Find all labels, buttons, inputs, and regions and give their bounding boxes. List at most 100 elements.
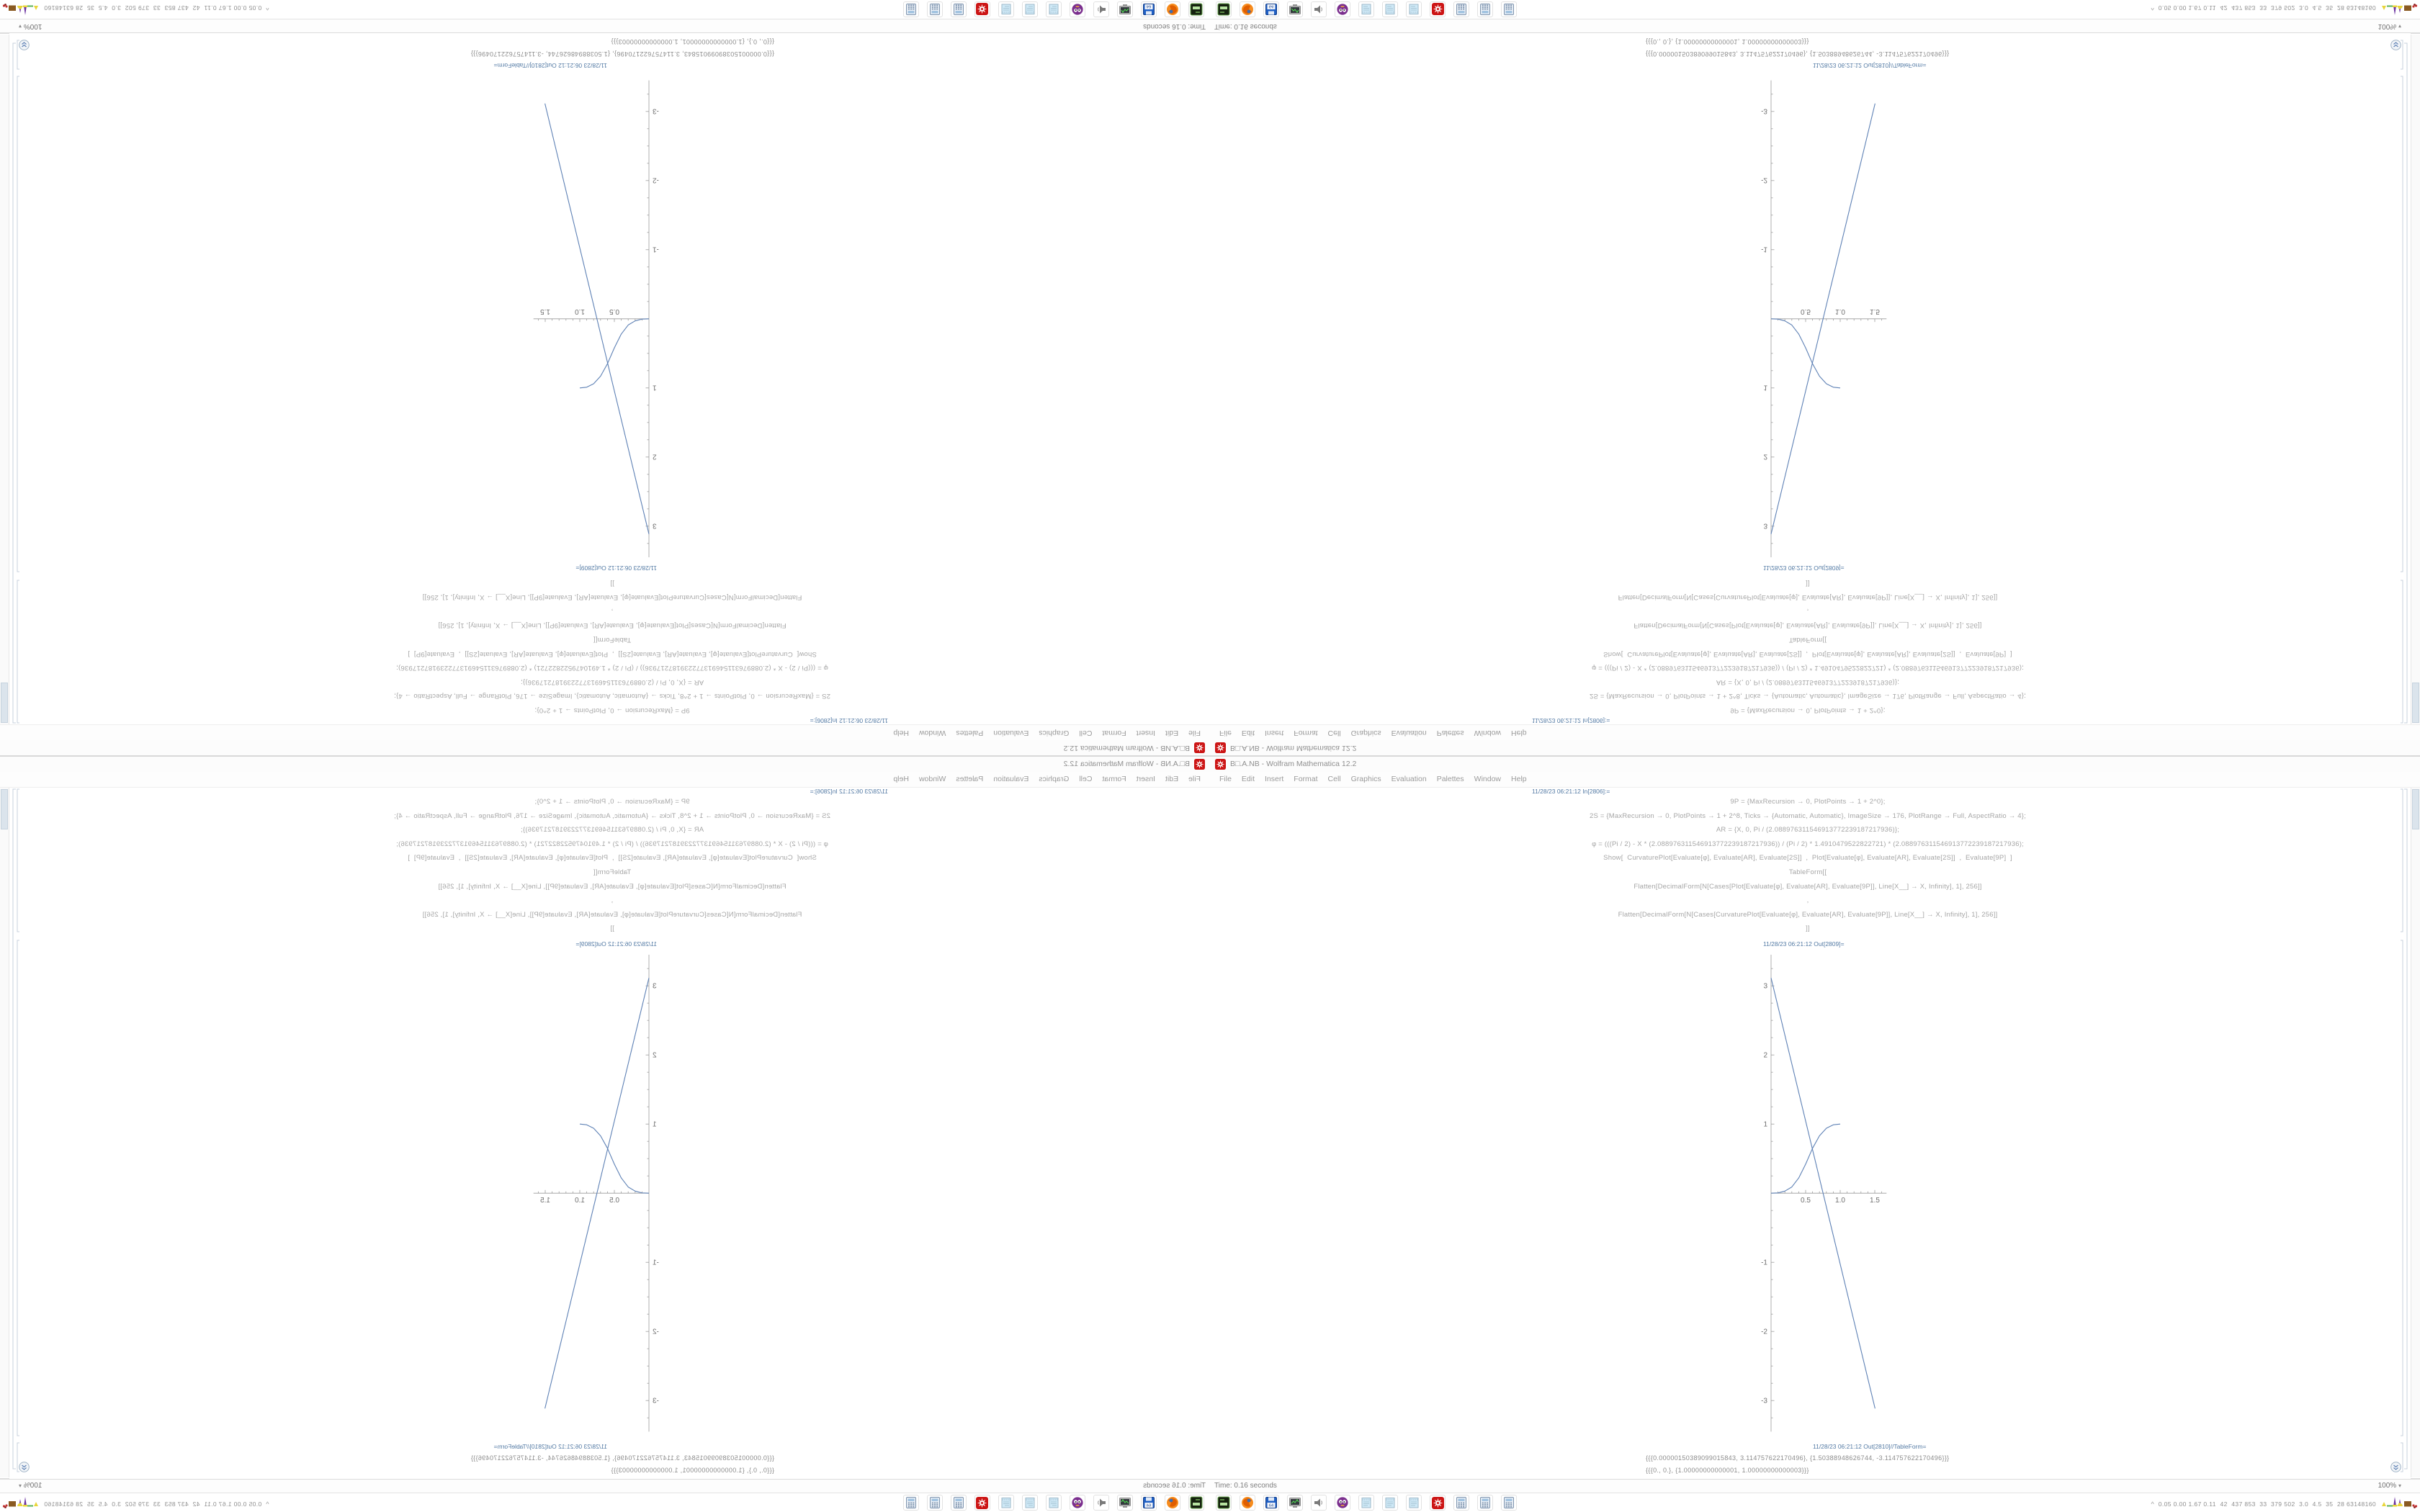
taskbar-notepad-icon-8[interactable] <box>998 1 1014 17</box>
code-line[interactable]: ]] <box>1806 579 1810 588</box>
menu-item-format[interactable]: Format <box>1294 775 1318 783</box>
taskbar-purple-monster-icon-5[interactable] <box>1335 1 1350 17</box>
code-line[interactable]: 2S = {MaxRecursion → 0, PlotPoints → 1 +… <box>394 692 831 701</box>
window-title-bar[interactable]: B□.A.NB - Wolfram Mathematica 12.2 <box>1210 756 2420 772</box>
taskbar-mathematica-icon-9[interactable] <box>974 1 990 17</box>
code-line[interactable]: 9P = {MaxRecursion → 0, PlotPoints → 1 +… <box>534 798 690 806</box>
taskbar-notepad-icon-7[interactable] <box>1382 1 1398 17</box>
taskbar-notepad-icon-6[interactable] <box>1358 1495 1374 1511</box>
taskbar-floppy-64-icon-2[interactable]: 64 <box>1263 1 1279 17</box>
cell-brackets[interactable] <box>2400 788 2410 1477</box>
menu-item-palettes[interactable]: Palettes <box>956 729 984 737</box>
taskbar-firefox-icon-1[interactable] <box>1240 1495 1255 1511</box>
taskbar-notepad-icon-6[interactable] <box>1046 1 1062 17</box>
menu-item-palettes[interactable]: Palettes <box>1436 775 1464 783</box>
menu-item-insert[interactable]: Insert <box>1136 775 1155 783</box>
code-line[interactable]: TableForm[[ <box>593 868 632 876</box>
code-line[interactable]: Flatten[DecimalForm[N[Cases[Plot[Evaluat… <box>1634 621 1982 630</box>
code-line[interactable]: , <box>611 607 614 616</box>
taskbar-purple-monster-icon-5[interactable] <box>1070 1495 1085 1511</box>
menu-item-window[interactable]: Window <box>918 729 946 737</box>
code-line[interactable]: Show[ CurvaturePlot[Evaluate[φ], Evaluat… <box>408 649 817 658</box>
menu-item-palettes[interactable]: Palettes <box>956 775 984 783</box>
code-line[interactable]: , <box>611 896 614 905</box>
code-line[interactable]: TableForm[[ <box>593 636 632 644</box>
taskbar-notepad-icon-7[interactable] <box>1022 1 1038 17</box>
taskbar-speaker-icon-4[interactable] <box>1093 1 1109 17</box>
code-line[interactable]: Show[ CurvaturePlot[Evaluate[φ], Evaluat… <box>1603 649 2012 658</box>
code-line[interactable]: , <box>1806 607 1809 616</box>
taskbar-system-monitor-icon-3[interactable] <box>1117 1495 1133 1511</box>
taskbar-system-monitor-icon-3[interactable] <box>1287 1 1303 17</box>
code-line[interactable]: 2S = {MaxRecursion → 0, PlotPoints → 1 +… <box>1589 692 2026 701</box>
menu-item-evaluation[interactable]: Evaluation <box>993 775 1029 783</box>
code-line[interactable]: TableForm[[ <box>1788 636 1827 644</box>
menu-item-graphics[interactable]: Graphics <box>1039 775 1070 783</box>
code-line[interactable]: AR = {X, 0, Pi / (2.08897631154691377223… <box>520 826 704 834</box>
taskbar-calculator-icon-12[interactable] <box>903 1 919 17</box>
tray-caret-icon[interactable]: ^ <box>2151 1500 2154 1508</box>
code-line[interactable]: φ = (((Pi / 2) - X * (2.0889763115469137… <box>1592 840 2024 848</box>
window-title-bar[interactable]: B□.A.NB - Wolfram Mathematica 12.2 <box>1210 740 2420 756</box>
scrollbar-thumb[interactable] <box>2412 789 2419 829</box>
menu-item-insert[interactable]: Insert <box>1265 729 1284 737</box>
taskbar-calculator-icon-11[interactable] <box>1477 1 1493 17</box>
menu-item-file[interactable]: File <box>1219 775 1232 783</box>
code-line[interactable]: AR = {X, 0, Pi / (2.08897631154691377223… <box>1716 678 1900 686</box>
taskbar-system-monitor-icon-3[interactable] <box>1287 1495 1303 1511</box>
menu-item-format[interactable]: Format <box>1102 729 1126 737</box>
taskbar-firefox-icon-1[interactable] <box>1240 1 1255 17</box>
menu-item-format[interactable]: Format <box>1102 775 1126 783</box>
code-line[interactable]: AR = {X, 0, Pi / (2.08897631154691377223… <box>1716 826 1900 834</box>
code-line[interactable]: Show[ CurvaturePlot[Evaluate[φ], Evaluat… <box>1603 854 2012 863</box>
code-line[interactable]: Flatten[DecimalForm[N[Cases[CurvaturePlo… <box>1618 593 1998 602</box>
code-line[interactable]: ]] <box>1806 924 1810 933</box>
tray-caret-icon[interactable]: ^ <box>266 1500 269 1508</box>
scrollbar-thumb[interactable] <box>1 789 8 829</box>
taskbar-mathematica-icon-9[interactable] <box>1430 1 1446 17</box>
menu-item-palettes[interactable]: Palettes <box>1436 729 1464 737</box>
taskbar-purple-monster-icon-5[interactable] <box>1335 1495 1350 1511</box>
code-line[interactable]: 9P = {MaxRecursion → 0, PlotPoints → 1 +… <box>534 706 690 714</box>
taskbar-speaker-icon-4[interactable] <box>1311 1495 1327 1511</box>
code-line[interactable]: Flatten[DecimalForm[N[Cases[Plot[Evaluat… <box>438 621 786 630</box>
menu-item-help[interactable]: Help <box>1511 729 1527 737</box>
taskbar-purple-monster-icon-5[interactable] <box>1070 1 1085 17</box>
taskbar-speaker-icon-4[interactable] <box>1311 1 1327 17</box>
taskbar-calculator-icon-12[interactable] <box>903 1495 919 1511</box>
code-line[interactable]: 2S = {MaxRecursion → 0, PlotPoints → 1 +… <box>1589 811 2026 820</box>
taskbar-terminal-icon[interactable] <box>1188 1 1204 17</box>
taskbar-calculator-icon-10[interactable] <box>1453 1 1469 17</box>
code-line[interactable]: Show[ CurvaturePlot[Evaluate[φ], Evaluat… <box>408 854 817 863</box>
menu-item-window[interactable]: Window <box>1474 775 1502 783</box>
scroll-to-bottom-icon[interactable] <box>19 1462 30 1472</box>
taskbar-calculator-icon-12[interactable] <box>1501 1 1517 17</box>
taskbar-system-monitor-icon-3[interactable] <box>1117 1 1133 17</box>
menu-item-graphics[interactable]: Graphics <box>1350 729 1381 737</box>
input-cell-code[interactable]: 9P = {MaxRecursion → 0, PlotPoints → 1 +… <box>58 573 1167 714</box>
taskbar-terminal-icon[interactable] <box>1216 1495 1232 1511</box>
magnification-control[interactable]: 100% ▾ <box>2378 1482 2401 1490</box>
magnification-control[interactable]: 100% ▾ <box>2378 22 2401 30</box>
window-title-bar[interactable]: B□.A.NB - Wolfram Mathematica 12.2 <box>0 740 1210 756</box>
tray-caret-icon[interactable]: ^ <box>266 4 269 12</box>
menu-item-cell[interactable]: Cell <box>1079 775 1093 783</box>
menu-item-cell[interactable]: Cell <box>1079 729 1093 737</box>
menu-item-window[interactable]: Window <box>1474 729 1502 737</box>
cell-brackets[interactable] <box>10 35 20 724</box>
code-line[interactable]: Flatten[DecimalForm[N[Cases[Plot[Evaluat… <box>438 882 786 891</box>
taskbar-calculator-icon-11[interactable] <box>1477 1495 1493 1511</box>
code-line[interactable]: 9P = {MaxRecursion → 0, PlotPoints → 1 +… <box>1730 798 1886 806</box>
taskbar-notepad-icon-8[interactable] <box>1406 1495 1422 1511</box>
code-line[interactable]: φ = (((Pi / 2) - X * (2.0889763115469137… <box>396 664 828 672</box>
code-line[interactable]: TableForm[[ <box>1788 868 1827 876</box>
scroll-to-bottom-icon[interactable] <box>19 40 30 50</box>
taskbar-notepad-icon-8[interactable] <box>998 1495 1014 1511</box>
taskbar-floppy-64-icon-2[interactable]: 64 <box>1141 1495 1157 1511</box>
menu-item-edit[interactable]: Edit <box>1165 775 1179 783</box>
vertical-scrollbar[interactable]: ▾ <box>0 788 9 1479</box>
taskbar-mathematica-icon-9[interactable] <box>974 1495 990 1511</box>
taskbar-firefox-icon-1[interactable] <box>1165 1 1180 17</box>
vertical-scrollbar[interactable]: ▾ <box>2411 33 2420 724</box>
taskbar-notepad-icon-7[interactable] <box>1382 1495 1398 1511</box>
